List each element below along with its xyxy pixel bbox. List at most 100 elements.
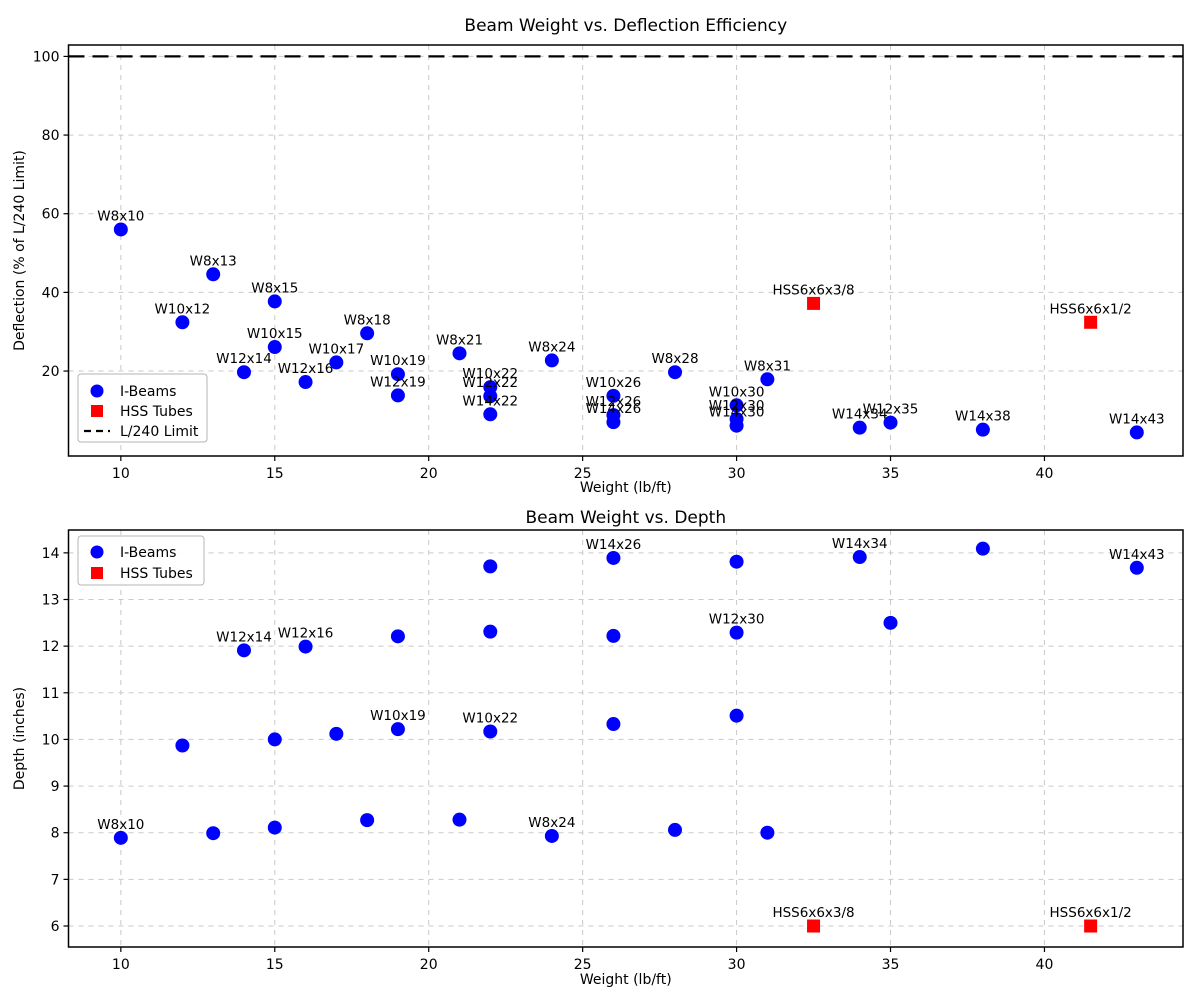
point-label-W10x26: W10x26: [586, 375, 642, 391]
x-tick-label: 15: [266, 466, 284, 482]
data-point-W12x26: [606, 628, 621, 643]
x-tick-label: 20: [420, 466, 438, 482]
x-tick-label: 20: [420, 957, 438, 973]
point-label-W14x43: W14x43: [1109, 547, 1165, 563]
y-tick-label: 40: [42, 285, 60, 301]
point-label-W14x26: W14x26: [586, 401, 642, 417]
chart-title: Beam Weight vs. Deflection Efficiency: [464, 16, 787, 36]
legend-label: I-Beams: [120, 384, 176, 400]
legend-label: L/240 Limit: [120, 424, 199, 440]
data-point-W12x19: [390, 629, 405, 644]
data-point-W8x15: [267, 294, 282, 309]
point-label-HSS6x6x1/2: HSS6x6x1/2: [1050, 905, 1132, 921]
data-point-HSS6x6x1/2: [1084, 315, 1098, 329]
point-label-W14x34: W14x34: [832, 407, 888, 423]
point-label-W10x19: W10x19: [370, 353, 426, 369]
data-point-W12x35: [883, 415, 898, 430]
data-point-W8x13: [206, 826, 221, 841]
point-label-W8x24: W8x24: [528, 339, 575, 355]
point-label-HSS6x6x1/2: HSS6x6x1/2: [1050, 301, 1132, 317]
data-point-W8x21: [452, 346, 467, 361]
legend-box: [77, 535, 205, 586]
legend-label: HSS Tubes: [120, 404, 193, 420]
y-tick-label: 80: [42, 128, 60, 144]
y-tick-label: 10: [42, 732, 60, 748]
x-tick-label: 15: [266, 957, 284, 973]
y-tick-label: 13: [42, 593, 60, 609]
plot-frame: [67, 44, 1184, 457]
y-tick-label: 12: [42, 639, 60, 655]
point-label-W12x22: W12x22: [462, 375, 518, 391]
data-point-W14x38: [975, 541, 990, 556]
point-label-W12x14: W12x14: [216, 629, 272, 645]
data-point-W10x30: [729, 708, 744, 723]
y-axis-label: Depth (inches): [12, 687, 28, 790]
data-point-W10x26: [606, 388, 621, 403]
point-label-W14x22: W14x22: [462, 393, 518, 409]
point-label-W10x15: W10x15: [247, 326, 303, 342]
data-point-HSS6x6x3/8: [807, 919, 821, 933]
data-point-W10x30: [729, 398, 744, 413]
data-point-W8x18: [360, 326, 375, 341]
data-point-W12x22: [483, 389, 498, 404]
point-label-W14x43: W14x43: [1109, 411, 1165, 427]
x-axis-label: Weight (lb/ft): [580, 480, 672, 496]
legend-label: HSS Tubes: [120, 566, 193, 582]
point-label-W10x22: W10x22: [462, 366, 518, 382]
point-label-W8x18: W8x18: [344, 312, 391, 328]
data-point-W14x26: [606, 550, 621, 565]
point-label-W10x19: W10x19: [370, 708, 426, 724]
data-point-W10x12: [175, 738, 190, 753]
chart-depth: W8x10 W12x14 W12x16 W10x19 W10x22 W8x24 W14x26…: [12, 508, 1184, 988]
data-point-W8x24: [544, 828, 559, 843]
point-label-W10x12: W10x12: [155, 301, 211, 317]
point-label-W12x35: W12x35: [863, 402, 919, 418]
data-point-W12x30: [729, 625, 744, 640]
legend-box: [77, 373, 208, 443]
point-label-W14x38: W14x38: [955, 409, 1011, 425]
data-point-HSS6x6x1/2: [1084, 919, 1098, 933]
y-tick-label: 6: [51, 919, 60, 935]
x-tick-label: 10: [112, 466, 130, 482]
data-point-W10x19: [390, 722, 405, 737]
data-point-W14x22: [483, 407, 498, 422]
y-axis-label: Deflection (% of L/240 Limit): [12, 150, 28, 351]
x-tick-label: 35: [882, 466, 900, 482]
data-point-W14x22: [483, 559, 498, 574]
x-tick-label: 40: [1036, 957, 1054, 973]
data-point-W8x21: [452, 812, 467, 827]
point-label-W8x31: W8x31: [744, 358, 791, 374]
data-point-W10x19: [390, 367, 405, 382]
data-point-W10x17: [329, 355, 344, 370]
chart-title: Beam Weight vs. Depth: [525, 508, 726, 528]
data-point-W14x26: [606, 415, 621, 430]
x-tick-label: 25: [574, 957, 592, 973]
data-point-W8x15: [267, 820, 282, 835]
data-point-W8x24: [544, 353, 559, 368]
data-point-W14x34: [852, 550, 867, 565]
x-axis-label: Weight (lb/ft): [580, 972, 672, 988]
legend-label: I-Beams: [120, 545, 176, 561]
legend-marker-square: [91, 405, 103, 417]
x-tick-label: 10: [112, 957, 130, 973]
y-tick-label: 9: [51, 779, 60, 795]
data-point-W12x14: [236, 643, 251, 658]
data-point-W8x28: [668, 822, 683, 837]
y-tick-label: 14: [42, 546, 60, 562]
y-tick-label: 100: [33, 49, 60, 65]
data-point-W10x26: [606, 717, 621, 732]
legend-marker-square: [91, 567, 103, 579]
point-label-W12x30: W12x30: [709, 612, 765, 628]
data-point-W8x18: [360, 813, 375, 828]
point-label-W8x28: W8x28: [651, 351, 698, 367]
x-tick-label: 25: [574, 466, 592, 482]
point-label-W12x14: W12x14: [216, 351, 272, 367]
chart-deflection: W8x10 W10x12 W8x13 W12x14 W8x15 W10x15 W12x16 W…: [12, 16, 1184, 496]
point-label-W12x16: W12x16: [278, 361, 334, 377]
point-label-W8x13: W8x13: [190, 253, 237, 269]
point-label-W8x21: W8x21: [436, 332, 483, 348]
data-point-W8x31: [760, 372, 775, 387]
data-point-W12x14: [236, 365, 251, 380]
point-label-W14x26: W14x26: [586, 537, 642, 553]
y-tick-label: 8: [51, 826, 60, 842]
